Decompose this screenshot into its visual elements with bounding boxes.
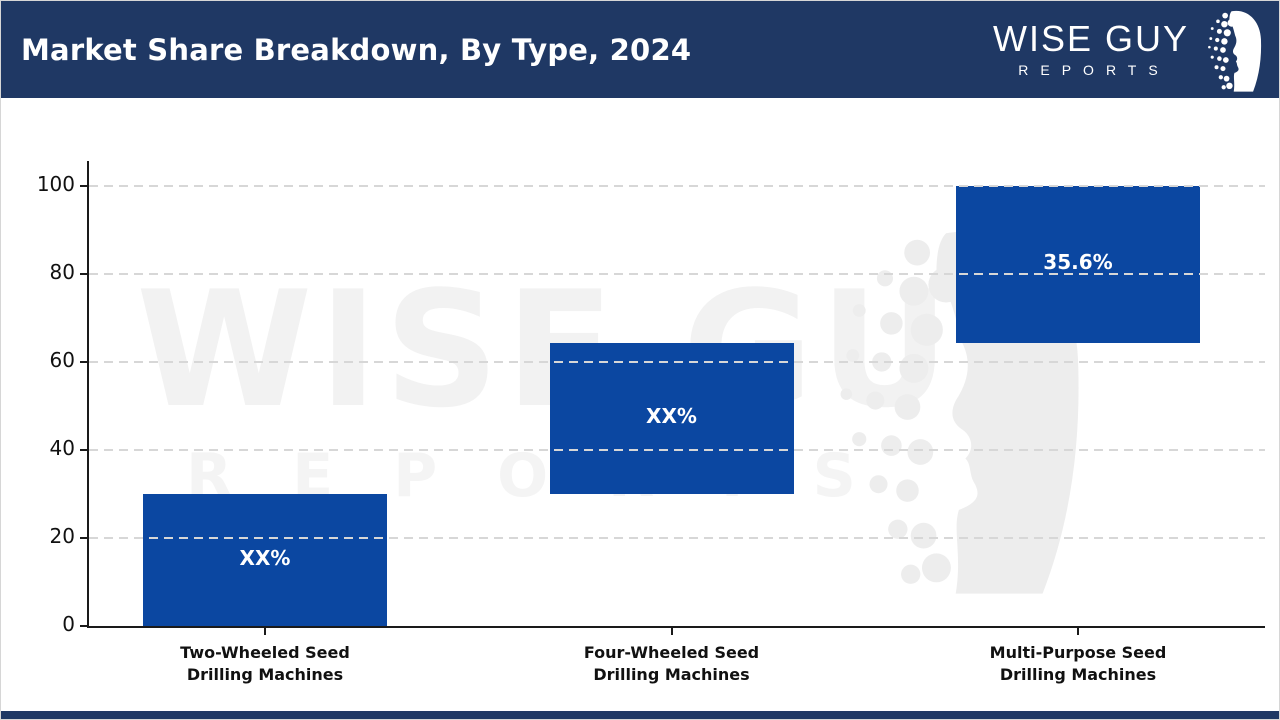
- gridline-60: [89, 361, 1265, 363]
- chart-title: Market Share Breakdown, By Type, 2024: [21, 32, 692, 67]
- bar-segment: [956, 186, 1200, 343]
- gridline-80: [89, 273, 1265, 275]
- bar-segment: [143, 494, 387, 626]
- x-category-label: Multi-Purpose Seed Drilling Machines: [989, 643, 1167, 685]
- x-tick-mark: [670, 628, 673, 635]
- bar-segment: [549, 342, 794, 494]
- header-bar: Market Share Breakdown, By Type, 2024 WI…: [1, 1, 1279, 98]
- gridline-100: [89, 185, 1265, 187]
- y-tick-mark: [80, 449, 89, 451]
- y-tick-label: 60: [49, 348, 75, 372]
- gridline-20: [89, 537, 1265, 539]
- y-tick-label: 80: [49, 260, 75, 284]
- bar-data-label: XX%: [239, 546, 291, 570]
- logo-brand-name: WISE GUY: [992, 18, 1189, 59]
- y-tick-label: 100: [36, 172, 75, 196]
- logo-face-icon: [1191, 7, 1265, 93]
- y-tick-mark: [80, 537, 89, 539]
- wiseguy-logo: WISE GUY REPORTS: [993, 7, 1265, 93]
- x-category-label: Two-Wheeled Seed Drilling Machines: [180, 643, 350, 685]
- gridline-40: [89, 449, 1265, 451]
- y-tick-label: 40: [49, 436, 75, 460]
- x-axis-line: [87, 626, 1265, 628]
- y-tick-mark: [80, 185, 89, 187]
- y-tick-label: 20: [49, 524, 75, 548]
- logo-text: WISE GUY REPORTS: [992, 18, 1189, 79]
- y-tick-mark: [80, 625, 89, 627]
- y-axis-line: [87, 161, 89, 628]
- y-tick-label: 0: [62, 612, 75, 636]
- y-tick-mark: [80, 361, 89, 363]
- bar-data-label: 35.6%: [1043, 250, 1113, 275]
- bar-data-label: XX%: [646, 404, 697, 429]
- logo-tagline: REPORTS: [1018, 62, 1170, 78]
- x-tick-mark: [1077, 628, 1079, 635]
- y-tick-mark: [80, 273, 89, 275]
- x-category-label: Four-Wheeled Seed Drilling Machines: [583, 643, 760, 685]
- x-tick-mark: [264, 628, 266, 635]
- footer-bar: [1, 711, 1279, 719]
